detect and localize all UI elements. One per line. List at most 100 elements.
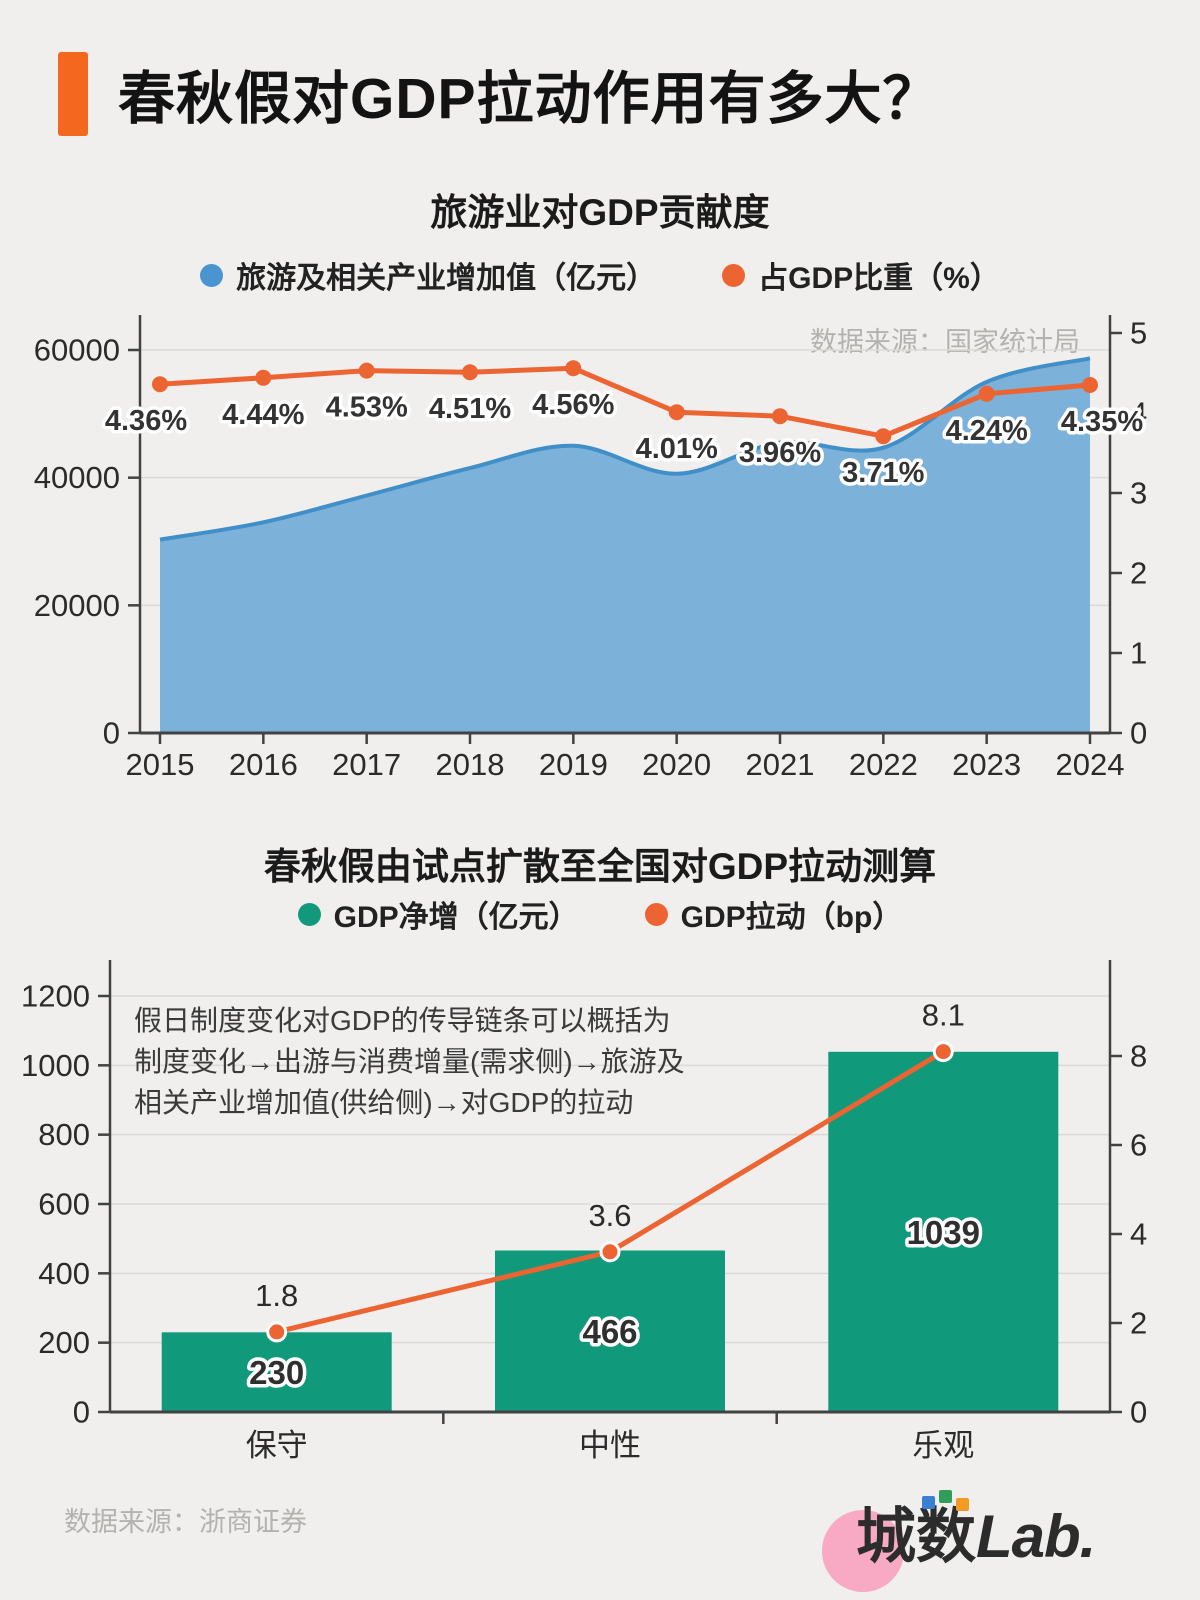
svg-text:230: 230 bbox=[249, 1354, 304, 1391]
logo-pink-circle-icon bbox=[822, 1510, 904, 1592]
legend-dot-icon bbox=[644, 902, 668, 926]
legend-item: GDP拉动（bp） bbox=[644, 892, 903, 936]
svg-text:2020: 2020 bbox=[642, 747, 711, 782]
gdp-pull-markers bbox=[266, 1041, 954, 1343]
footer-source: 数据来源：浙商证券 bbox=[64, 1507, 307, 1537]
legend-dot-icon bbox=[200, 263, 224, 287]
brand-logo: 城数Lab. bbox=[822, 1474, 1142, 1594]
svg-text:中性: 中性 bbox=[579, 1428, 641, 1462]
svg-text:400: 400 bbox=[38, 1256, 90, 1291]
chart2-plot: 230 466 1039 0 200 400 600 800 1000 1200 0 2 4 6 8 保守 中性… bbox=[21, 960, 1147, 1462]
chart1-legend: 旅游及相关产业增加值（亿元） 占GDP比重（%） bbox=[0, 253, 1200, 297]
svg-text:4.24%: 4.24% bbox=[946, 415, 1028, 447]
svg-text:2: 2 bbox=[1130, 556, 1147, 591]
svg-text:3: 3 bbox=[1130, 476, 1147, 511]
bar bbox=[495, 1250, 725, 1412]
data-point-marker bbox=[668, 404, 685, 421]
svg-text:0: 0 bbox=[103, 716, 120, 751]
svg-text:40000: 40000 bbox=[34, 460, 120, 495]
data-point-marker bbox=[565, 360, 582, 377]
bar bbox=[161, 1332, 392, 1412]
right-axis-labels: 0 1 2 3 4 5 bbox=[1110, 316, 1147, 751]
gdp-share-line bbox=[159, 365, 1091, 439]
svg-text:8.1: 8.1 bbox=[922, 998, 965, 1033]
svg-text:60000: 60000 bbox=[34, 333, 120, 368]
svg-text:2019: 2019 bbox=[539, 747, 608, 782]
svg-text:2023: 2023 bbox=[952, 747, 1021, 782]
legend-label: GDP净增（亿元） bbox=[333, 901, 579, 934]
svg-text:1.8: 1.8 bbox=[255, 1278, 298, 1313]
gdp-gain-bars bbox=[161, 1051, 1059, 1412]
svg-text:8: 8 bbox=[1130, 1039, 1147, 1074]
chart2-title: 春秋假由试点扩散至全国对GDP拉动测算 bbox=[263, 846, 937, 887]
svg-text:2: 2 bbox=[1130, 1306, 1147, 1341]
svg-text:乐观: 乐观 bbox=[912, 1428, 974, 1462]
gdp-share-labels: 4.36% 4.44% 4.53% 4.51% 4.56% 4.01% 3.96% 3.71%… bbox=[101, 386, 1146, 493]
svg-text:2015: 2015 bbox=[126, 747, 195, 782]
bar bbox=[828, 1051, 1059, 1412]
page-header: 春秋假对GDP拉动作用有多大？ bbox=[58, 52, 941, 136]
gdp-share-markers bbox=[152, 360, 1098, 445]
data-point-marker bbox=[875, 428, 892, 445]
data-point-marker bbox=[772, 408, 788, 425]
svg-text:1: 1 bbox=[1130, 636, 1147, 671]
svg-text:2021: 2021 bbox=[746, 747, 815, 782]
svg-text:4: 4 bbox=[1130, 396, 1147, 431]
data-point-marker bbox=[1082, 377, 1098, 393]
left-axis-labels: 0 20000 40000 60000 bbox=[34, 333, 140, 751]
svg-text:3.96%: 3.96% bbox=[739, 437, 821, 469]
gdp-gain-bar-labels: 230 466 1039 bbox=[246, 1210, 984, 1394]
data-point-marker bbox=[462, 364, 478, 381]
axes bbox=[138, 315, 1112, 735]
svg-text:4.36%: 4.36% bbox=[105, 405, 187, 437]
legend-dot-icon bbox=[722, 263, 746, 287]
legend-dot-icon bbox=[297, 902, 321, 926]
svg-text:0: 0 bbox=[1130, 716, 1147, 751]
svg-text:2016: 2016 bbox=[229, 747, 298, 782]
svg-text:600: 600 bbox=[38, 1187, 90, 1222]
svg-text:6: 6 bbox=[1130, 1128, 1147, 1163]
chart1-title: 旅游业对GDP贡献度 bbox=[430, 192, 770, 233]
chart2-annotation: 假日制度变化对GDP的传导链条可以概括为 制度变化→出游与消费增量(需求侧)→旅… bbox=[134, 1005, 685, 1118]
gdp-pull-labels: 1.8 3.6 8.1 bbox=[252, 995, 968, 1316]
x-axis-labels: 2015 2016 2017 2018 2019 2020 2021 2022 2023 2024 bbox=[126, 733, 1124, 782]
data-point-marker bbox=[255, 369, 272, 386]
logo-text-en: Lab. bbox=[976, 1503, 1096, 1570]
svg-text:1000: 1000 bbox=[21, 1048, 90, 1083]
logo-text-cn: 城数 bbox=[856, 1503, 976, 1570]
svg-text:0: 0 bbox=[73, 1395, 90, 1430]
page-title: 春秋假对GDP拉动作用有多大？ bbox=[118, 67, 941, 131]
data-point-marker bbox=[978, 385, 995, 402]
svg-text:5: 5 bbox=[1130, 316, 1147, 351]
data-point-marker bbox=[152, 376, 168, 393]
logo-color-mark-icon bbox=[956, 1498, 969, 1511]
legend-item: 旅游及相关产业增加值（亿元） bbox=[200, 253, 656, 297]
legend-item: GDP净增（亿元） bbox=[297, 892, 579, 936]
svg-text:4.01%: 4.01% bbox=[636, 433, 718, 465]
data-point-marker bbox=[599, 1241, 621, 1263]
chart1-source: 数据来源：国家统计局 bbox=[810, 327, 1080, 357]
data-point-marker bbox=[932, 1041, 954, 1063]
svg-text:0: 0 bbox=[1130, 1395, 1147, 1430]
svg-text:2017: 2017 bbox=[332, 747, 401, 782]
data-point-marker bbox=[266, 1321, 288, 1343]
data-point-marker bbox=[358, 362, 375, 379]
left-axis-labels: 0 200 400 600 800 1000 1200 bbox=[21, 979, 110, 1430]
logo-color-mark-icon bbox=[939, 1490, 952, 1503]
svg-text:3.71%: 3.71% bbox=[842, 457, 924, 489]
svg-text:4.51%: 4.51% bbox=[429, 393, 511, 425]
logo-color-mark-icon bbox=[922, 1496, 935, 1509]
legend-item: 占GDP比重（%） bbox=[722, 253, 1000, 297]
svg-text:20000: 20000 bbox=[34, 588, 120, 623]
svg-text:466: 466 bbox=[582, 1313, 637, 1350]
svg-text:800: 800 bbox=[38, 1117, 90, 1152]
chart2-legend: GDP净增（亿元） GDP拉动（bp） bbox=[0, 892, 1200, 936]
legend-label: GDP拉动（bp） bbox=[680, 901, 903, 934]
svg-text:1039: 1039 bbox=[907, 1214, 980, 1251]
svg-text:3.6: 3.6 bbox=[588, 1198, 631, 1233]
logo-text: 城数Lab. bbox=[856, 1488, 1096, 1575]
right-axis-labels: 0 2 4 6 8 bbox=[1110, 1039, 1147, 1430]
svg-text:1200: 1200 bbox=[21, 979, 90, 1014]
